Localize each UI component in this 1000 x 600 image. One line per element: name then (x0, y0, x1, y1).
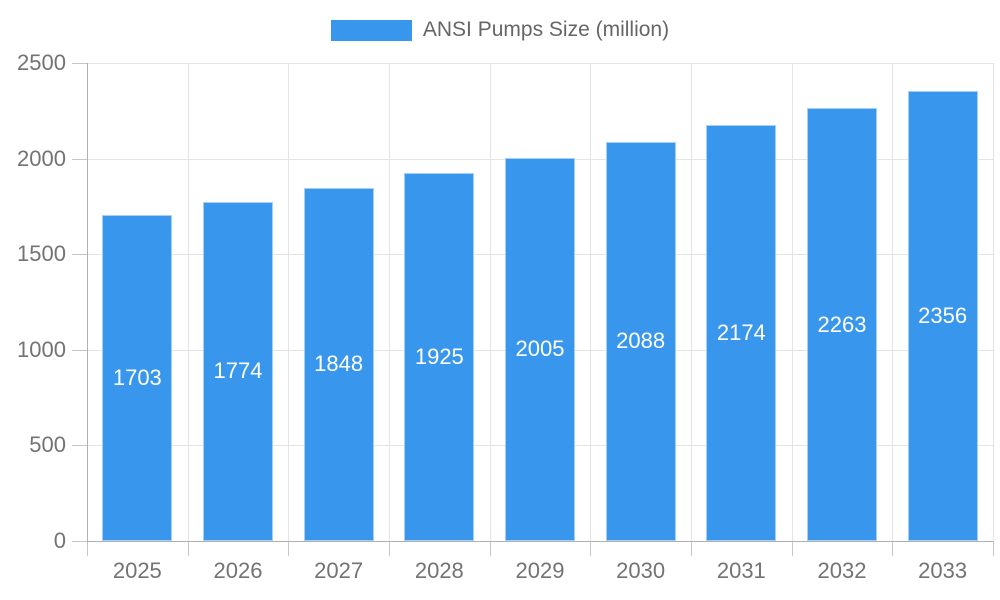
x-axis-tick-label: 2025 (112, 558, 162, 583)
y-axis-tick-label: 1500 (17, 241, 66, 267)
bar-value-label: 1925 (414, 343, 464, 369)
x-gridline (791, 63, 793, 541)
x-axis-tick-label: 2033 (918, 558, 968, 583)
x-axis-tick-label: 2030 (616, 558, 666, 583)
y-axis-tick (72, 445, 87, 447)
y-axis-tick (72, 349, 87, 351)
x-axis-line (87, 541, 993, 542)
bar-2030[interactable] (605, 141, 676, 541)
y-axis-tick-label: 2000 (17, 145, 66, 171)
bar-2027[interactable] (303, 187, 374, 541)
x-gridline (892, 63, 894, 541)
y-gridline (87, 63, 993, 64)
x-axis-tick-label: 2027 (314, 558, 364, 583)
x-axis-tick (892, 541, 894, 556)
x-gridline (489, 63, 491, 541)
bar-value-label: 1703 (112, 365, 162, 391)
bar-2032[interactable] (807, 108, 877, 541)
y-axis-tick-label: 0 (53, 528, 66, 553)
x-gridline (187, 63, 189, 541)
x-axis-tick-label: 2028 (414, 558, 464, 583)
bar-value-label: 1848 (314, 351, 364, 377)
x-axis-tick (187, 541, 189, 556)
legend-label: ANSI Pumps Size (million) (422, 18, 670, 41)
bar-value-label: 2263 (817, 311, 867, 337)
x-axis-tick (590, 541, 592, 556)
y-axis-tick-label: 500 (29, 432, 66, 458)
x-axis-tick-label: 2031 (716, 558, 766, 583)
y-axis-tick-label: 1000 (17, 336, 66, 362)
x-gridline (389, 63, 390, 541)
bar-2026[interactable] (203, 201, 273, 541)
bar-value-label: 2356 (918, 302, 968, 328)
bar-2031[interactable] (706, 125, 777, 541)
y-axis-tick-label: 2500 (17, 50, 66, 75)
x-axis-tick (87, 541, 88, 556)
bar-value-label: 1774 (213, 358, 263, 384)
x-axis-tick (489, 541, 491, 556)
legend-swatch (330, 19, 412, 41)
y-axis-tick (72, 158, 87, 160)
bar-2028[interactable] (404, 172, 475, 541)
x-axis-tick-label: 2029 (515, 558, 565, 583)
x-axis-tick (389, 541, 390, 556)
bar-2033[interactable] (907, 90, 978, 541)
bar-value-label: 2005 (515, 336, 565, 362)
bar-2029[interactable] (505, 157, 575, 541)
x-axis-tick (691, 541, 692, 556)
x-axis-tick (993, 541, 994, 556)
y-axis-tick (72, 63, 87, 64)
x-gridline (691, 63, 692, 541)
y-axis-line (87, 63, 88, 541)
y-axis-tick (72, 254, 87, 256)
x-gridline (993, 63, 994, 541)
y-axis-tick (72, 541, 87, 542)
bar-value-label: 2088 (616, 328, 666, 354)
bar-2025[interactable] (102, 215, 173, 541)
x-gridline (288, 63, 290, 541)
bar-value-label: 2174 (716, 320, 766, 346)
x-axis-tick-label: 2032 (817, 558, 867, 583)
x-axis-tick (288, 541, 290, 556)
x-axis-tick-label: 2026 (213, 558, 263, 583)
x-gridline (590, 63, 592, 541)
chart-legend[interactable]: ANSI Pumps Size (million) (0, 18, 1000, 42)
x-axis-tick (791, 541, 793, 556)
